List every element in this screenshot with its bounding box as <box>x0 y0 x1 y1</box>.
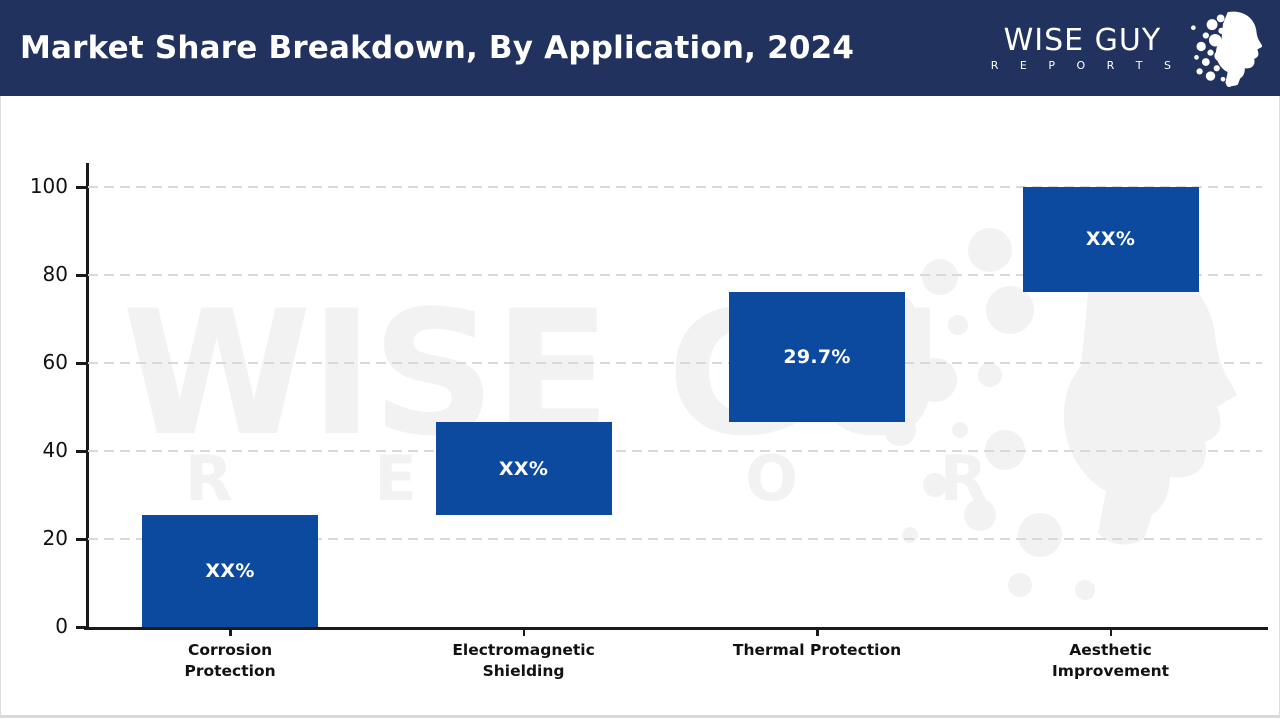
x-tick-label-line: Improvement <box>1052 661 1170 680</box>
gridline-20 <box>88 538 1262 540</box>
x-tick-label-corrosion-protection: Corrosion Protection <box>110 640 350 682</box>
y-tick-mark-40 <box>76 450 86 453</box>
bar-aesthetic-improvement: XX% <box>1022 187 1199 292</box>
y-tick-mark-100 <box>76 186 86 189</box>
x-tick-label-line: Electromagnetic <box>452 641 595 659</box>
y-tick-label-20: 20 <box>42 526 68 550</box>
page-title: Market Share Breakdown, By Application, … <box>20 30 855 66</box>
x-axis-line <box>84 627 1268 630</box>
x-tick-label-line: Thermal Protection <box>732 641 902 659</box>
brand-logo-text: WISE GUY R E P O R T S <box>985 22 1180 72</box>
x-tick-label-thermal-protection: Thermal Protection <box>697 640 937 661</box>
gridline-40 <box>88 450 1262 452</box>
x-tick-mark-corrosion-protection <box>229 628 232 636</box>
x-tick-label-line: Shielding <box>482 661 565 680</box>
x-tick-label-aesthetic-improvement: Aesthetic Improvement <box>991 640 1231 682</box>
gridline-80 <box>88 274 1262 276</box>
bar-thermal-protection: 29.7% <box>729 291 906 423</box>
gridline-60 <box>88 362 1262 364</box>
y-tick-label-40: 40 <box>42 438 68 462</box>
y-tick-label-80: 80 <box>42 262 68 286</box>
y-tick-label-100: 100 <box>29 174 68 198</box>
y-tick-mark-60 <box>76 362 86 365</box>
x-tick-label-electromagnetic-shielding: Electromagnetic Shielding <box>404 640 644 682</box>
x-tick-label-line: Protection <box>184 661 276 680</box>
y-tick-mark-20 <box>76 538 86 541</box>
bar-corrosion-protection: XX% <box>142 515 319 627</box>
brand-name: WISE GUY <box>1003 22 1162 58</box>
bar-electromagnetic-shielding: XX% <box>435 422 612 516</box>
bar-value-label-electromagnetic-shielding: XX% <box>498 457 549 480</box>
bar-value-label-corrosion-protection: XX% <box>205 560 255 583</box>
y-tick-label-60: 60 <box>42 350 68 374</box>
y-tick-mark-0 <box>76 626 86 629</box>
header: Market Share Breakdown, By Application, … <box>0 0 1280 96</box>
x-tick-mark-aesthetic-improvement <box>1109 628 1113 636</box>
chart-plot-area: 0 20 40 60 80 100 XX% Corrosion Protection XX% Ele… <box>30 163 1268 680</box>
x-tick-mark-thermal-protection <box>816 628 819 636</box>
gridline-100 <box>88 186 1262 188</box>
footer-rule <box>0 715 1280 717</box>
x-tick-label-line: Aesthetic <box>1069 641 1152 659</box>
bar-value-label-thermal-protection: 29.7% <box>783 346 851 369</box>
x-tick-label-line: Corrosion <box>187 641 273 659</box>
brand-head-icon <box>1191 11 1262 87</box>
bar-value-label-aesthetic-improvement: XX% <box>1085 228 1136 251</box>
brand-subtitle: R E P O R T S <box>990 58 1180 72</box>
y-tick-label-0: 0 <box>55 614 68 638</box>
brand-logo: WISE GUY R E P O R T S <box>985 7 1262 89</box>
y-axis-line <box>86 163 89 628</box>
x-tick-mark-electromagnetic-shielding <box>522 628 526 636</box>
y-tick-mark-80 <box>76 274 86 277</box>
